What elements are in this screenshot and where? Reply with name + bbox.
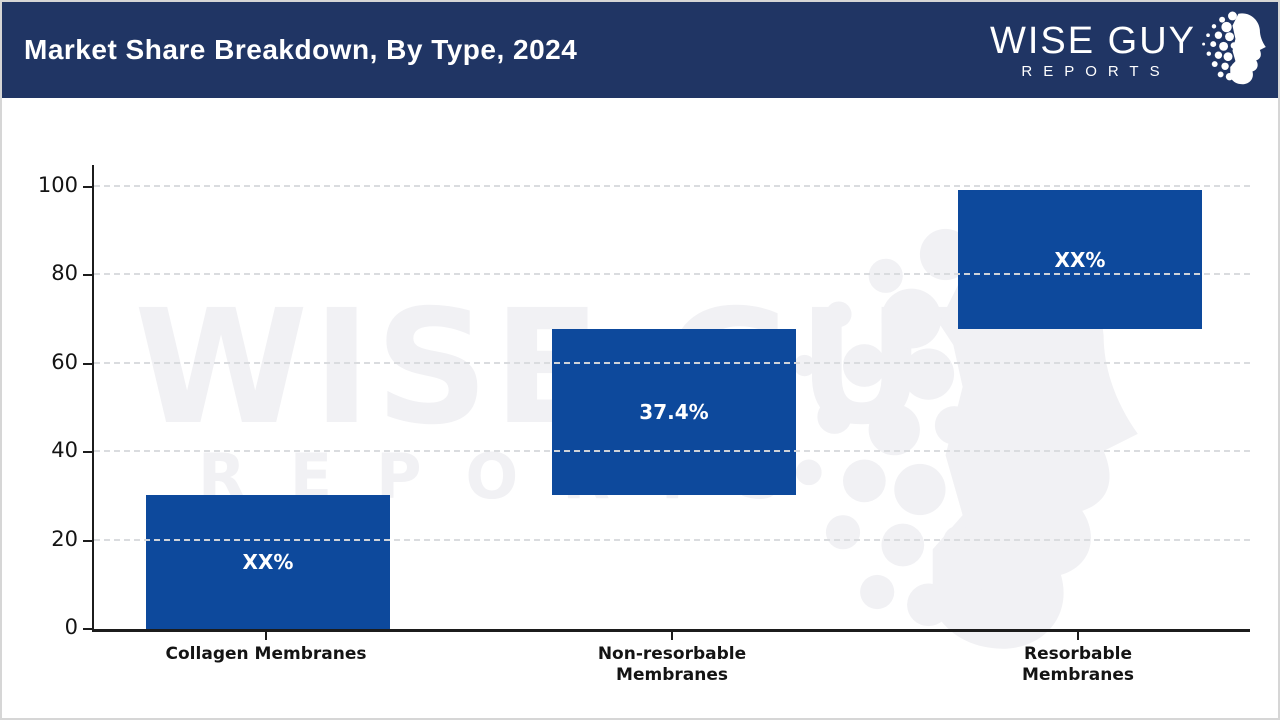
x-tick-mark [671,632,673,640]
y-tick-label: 80 [51,261,78,286]
bar-segment: XX% [146,494,390,629]
page-title: Market Share Breakdown, By Type, 2024 [24,34,578,65]
y-tick-label: 100 [37,173,78,198]
y-tick-label: 0 [64,615,78,639]
y-tick-label: 60 [51,349,78,374]
x-tick-mark [1077,632,1079,640]
y-tick-mark [83,186,92,189]
header: Market Share Breakdown, By Type, 2024 WI… [2,2,1278,98]
brand-name: WISE GUY [989,19,1196,62]
x-category-label: Non-resorbable Membranes [597,644,747,686]
x-category-label: Resorbable Membranes [1022,644,1134,686]
y-tick-mark [83,628,92,630]
bar-segment: XX% [958,189,1202,330]
y-tick-mark [83,539,92,542]
brand-logo-text: WISE GUY REPORTS [990,22,1196,79]
y-tick-label: 40 [51,438,78,463]
y-tick-mark [83,451,92,454]
bar-value-label: XX% [1054,247,1106,272]
y-tick-mark [83,274,92,277]
chart: WISE GUY REPORTS XX% 37.4% XX% 0 20 40 60 80 10… [2,98,1278,718]
gridline [94,185,1250,188]
brand-subtitle: REPORTS [1021,62,1171,80]
x-category-label: Collagen Membranes [165,644,367,664]
bar-value-label: XX% [242,549,294,574]
x-tick-mark [265,632,267,640]
brand-logo: WISE GUY REPORTS [990,8,1268,92]
y-tick-mark [83,362,92,365]
plot-area: XX% 37.4% XX% [83,165,1250,632]
bar-segment: 37.4% [552,329,796,495]
y-tick-label: 20 [51,526,78,551]
wise-guy-face-icon [1202,11,1266,85]
bar-value-label: 37.4% [639,400,709,425]
